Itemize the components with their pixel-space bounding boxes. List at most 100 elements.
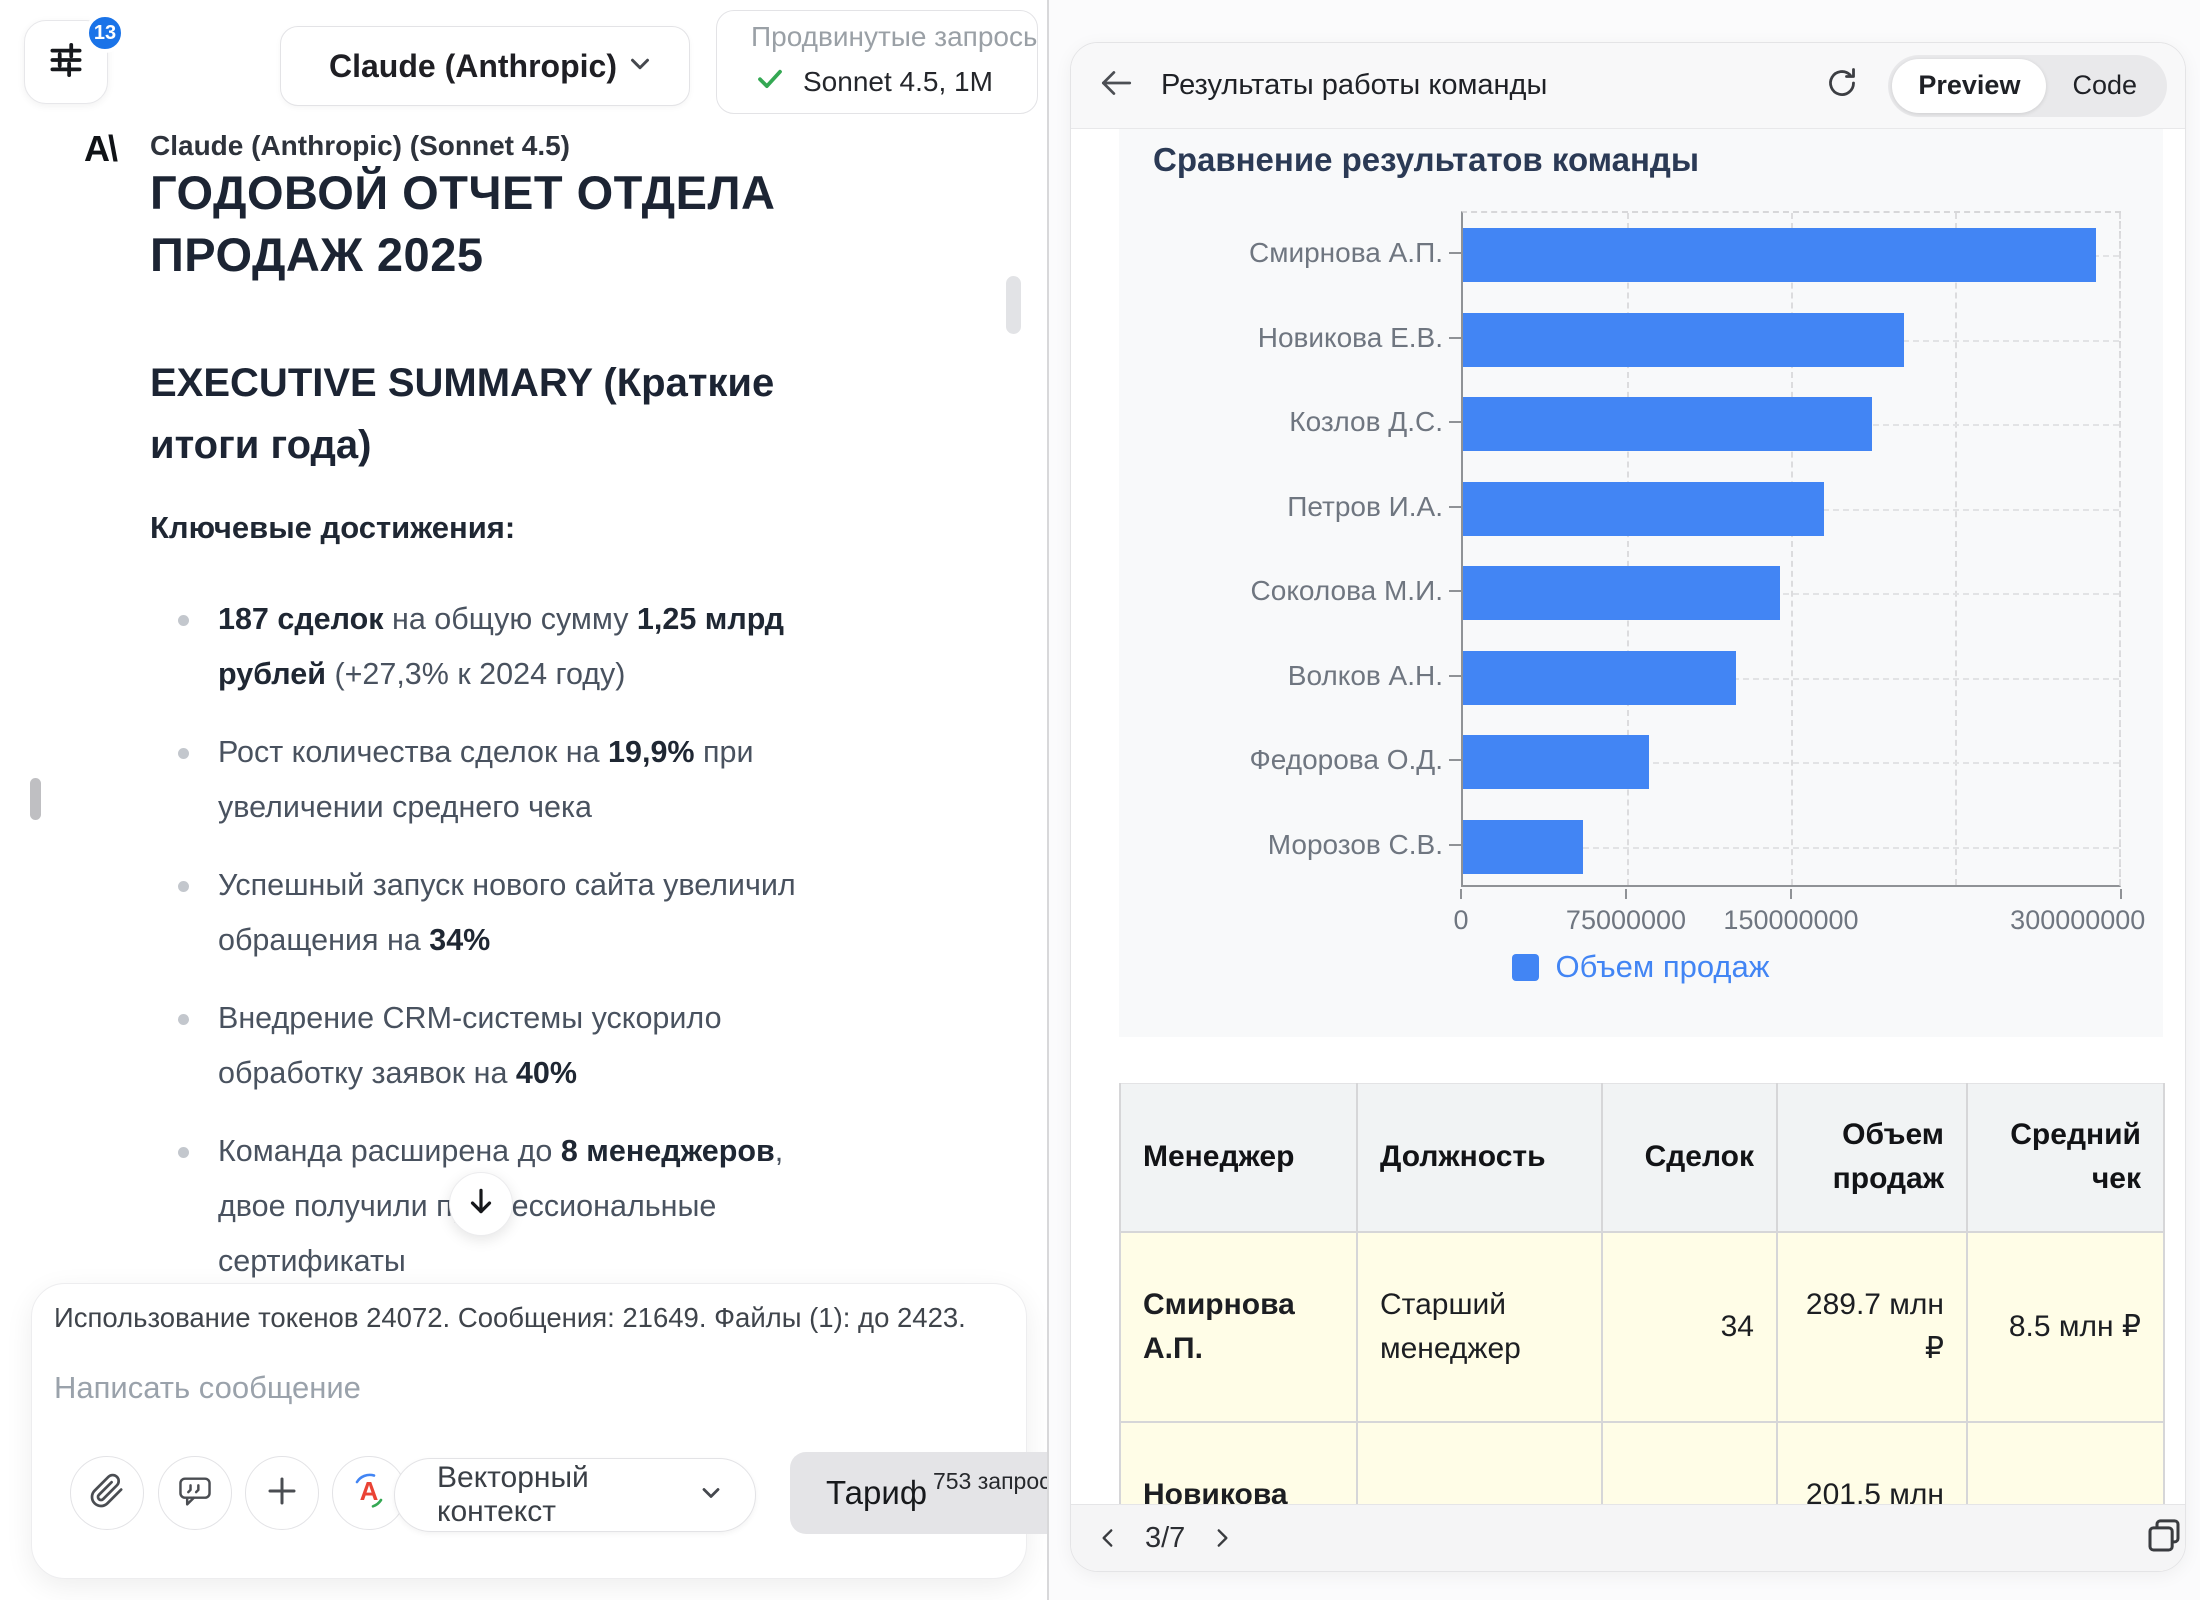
table-row: Смирнова А.П. Старший менеджер 34 289.7 млн… <box>1119 1230 2165 1423</box>
x-axis-tick <box>2120 889 2122 899</box>
category-label: Волков А.Н. <box>1287 659 1443 691</box>
arrow-down-icon <box>464 1185 498 1224</box>
quote-button[interactable] <box>158 1456 232 1530</box>
bar-row[interactable] <box>1463 720 2119 805</box>
y-axis-tick <box>1449 674 1461 677</box>
y-axis-tick <box>1449 336 1461 339</box>
key-achievements-label: Ключевые достижения: <box>150 510 516 545</box>
sales-bar[interactable] <box>1463 397 1872 452</box>
check-icon <box>755 63 785 100</box>
plus-icon <box>264 1473 300 1514</box>
bar-row[interactable] <box>1463 805 2119 890</box>
bar-row[interactable] <box>1463 382 2119 467</box>
tariff-label: Тариф <box>826 1474 927 1511</box>
table-cell: 289.7 млн ₽ <box>1776 1230 1968 1423</box>
sales-bar[interactable] <box>1463 819 1584 874</box>
chat-panel: 13 Claude (Anthropic) Продвинутые запрос… <box>0 0 1047 1600</box>
vector-context-label: Векторный контекст <box>437 1461 589 1528</box>
table-header-cell: Средний чек <box>1966 1083 2165 1233</box>
bullet-item: Внедрение CRM-системы ускорило обработку… <box>150 991 810 1101</box>
message-input[interactable] <box>54 1370 754 1406</box>
category-label: Смирнова А.П. <box>1249 237 1443 269</box>
sales-bar[interactable] <box>1463 735 1649 790</box>
x-axis-tick <box>1790 889 1792 899</box>
x-axis-tick <box>1625 889 1627 899</box>
category-label: Морозов С.В. <box>1267 828 1443 860</box>
panel-drag-handle[interactable] <box>30 778 41 820</box>
table-header-cell: Объем продаж <box>1776 1083 1968 1233</box>
tab-preview[interactable]: Preview <box>1892 58 2047 113</box>
model-selector-label: Claude (Anthropic) <box>329 47 617 84</box>
report-title: ГОДОВОЙ ОТЧЕТ ОТДЕЛА ПРОДАЖ 2025 <box>150 166 776 281</box>
chat-scrollbar[interactable] <box>1006 276 1021 334</box>
attach-file-button[interactable] <box>70 1456 144 1530</box>
artifact-title: Результаты работы команды <box>1161 69 1548 101</box>
bar-row[interactable] <box>1463 298 2119 383</box>
quote-bubble-icon <box>176 1472 214 1515</box>
prev-page-icon[interactable] <box>1095 1525 1121 1551</box>
category-label: Федорова О.Д. <box>1249 744 1443 776</box>
team-results-chart: Сравнение результатов команды 0 75000000 1… <box>1119 129 2163 1037</box>
refresh-icon[interactable] <box>1824 65 1860 106</box>
x-axis-label: 75000000 <box>1565 905 1687 935</box>
notifications-badge: 13 <box>85 13 125 53</box>
chevron-down-icon <box>625 49 655 84</box>
legend-label: Объем продаж <box>1555 949 1770 984</box>
category-label: Петров И.А. <box>1287 490 1443 522</box>
message-author: Claude (Anthropic) (Sonnet 4.5) <box>150 130 570 161</box>
sales-bar[interactable] <box>1463 228 2097 283</box>
y-axis-tick <box>1449 759 1461 762</box>
advanced-requests-box[interactable]: Продвинутые запросы (7 Sonnet 4.5, 1M <box>716 10 1038 114</box>
scroll-to-bottom-button[interactable] <box>449 1172 513 1236</box>
x-axis-label: 300000000 <box>2010 905 2146 935</box>
next-page-icon[interactable] <box>1209 1525 1235 1551</box>
table-header-row: Менеджер Должность Сделок Объем продаж Средн… <box>1119 1083 2165 1233</box>
table-header-cell: Менеджер <box>1119 1083 1358 1233</box>
table-cell: Старший менеджер <box>1356 1230 1603 1423</box>
y-axis-tick <box>1449 590 1461 593</box>
tariff-requests-count: 753 запрос <box>932 1467 1047 1494</box>
bar-row[interactable] <box>1463 213 2119 298</box>
chevron-down-icon <box>697 1479 725 1512</box>
chart-plot-area <box>1461 211 2121 887</box>
chart-legend[interactable]: Объем продаж <box>1119 949 2163 985</box>
page-indicator: 3/7 <box>1145 1521 1186 1554</box>
usage-status: Использование токенов 24072. Сообщения: … <box>54 1302 966 1333</box>
table-header-cell: Сделок <box>1601 1083 1778 1233</box>
model-selector-dropdown[interactable]: Claude (Anthropic) <box>280 26 690 106</box>
results-table: Менеджер Должность Сделок Объем продаж Средн… <box>1119 1083 2165 1571</box>
artifact-card: Результаты работы команды Preview Code С… <box>1070 42 2186 1572</box>
artifact-header: Результаты работы команды Preview Code <box>1071 43 2185 129</box>
x-axis-label: 0 <box>1453 905 1469 935</box>
x-axis-label: 150000000 <box>1723 905 1859 935</box>
grammar-check-button[interactable]: A <box>332 1456 406 1530</box>
bar-row[interactable] <box>1463 636 2119 721</box>
sales-bar[interactable] <box>1463 566 1781 621</box>
copy-icon[interactable] <box>2143 1515 2185 1562</box>
tab-code[interactable]: Code <box>2072 70 2137 100</box>
sales-bar[interactable] <box>1463 481 1824 536</box>
advanced-requests-title: Продвинутые запросы (7 <box>751 21 1038 52</box>
composer-card: Использование токенов 24072. Сообщения: … <box>31 1283 1027 1579</box>
category-label: Соколова М.И. <box>1250 575 1443 607</box>
paperclip-icon <box>89 1473 125 1514</box>
sales-bar[interactable] <box>1463 650 1737 705</box>
back-arrow-icon[interactable] <box>1097 64 1135 107</box>
new-item-button[interactable] <box>245 1456 319 1530</box>
vector-context-dropdown[interactable]: Векторный контекст <box>394 1458 756 1532</box>
table-header-cell: Должность <box>1356 1083 1603 1233</box>
bar-row[interactable] <box>1463 467 2119 552</box>
table-cell: 8.5 млн ₽ <box>1966 1230 2165 1423</box>
y-axis-tick <box>1449 505 1461 508</box>
active-model-label: Sonnet 4.5, 1M <box>803 65 993 97</box>
tariff-button[interactable]: Тариф 753 запрос <box>790 1452 1047 1534</box>
report-subtitle: EXECUTIVE SUMMARY (Краткие итоги года) <box>150 361 775 467</box>
bar-row[interactable] <box>1463 551 2119 636</box>
sales-bar[interactable] <box>1463 312 1904 367</box>
x-axis-tick <box>1460 889 1462 899</box>
pagination: 3/7 <box>1095 1522 2143 1555</box>
table-cell: 34 <box>1601 1230 1778 1423</box>
svg-text:A: A <box>360 1476 379 1506</box>
key-achievements-list: 187 сделок на общую сумму 1,25 млрд рубл… <box>150 592 810 1312</box>
panel-divider <box>1047 0 1049 1600</box>
